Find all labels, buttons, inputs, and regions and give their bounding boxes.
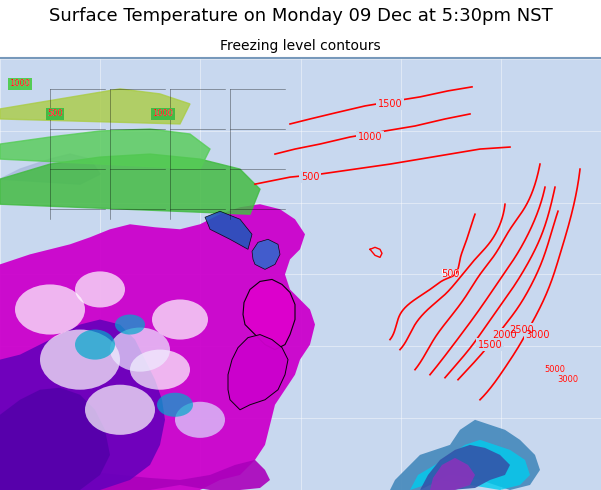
Ellipse shape bbox=[175, 402, 225, 438]
Text: 1000: 1000 bbox=[10, 79, 31, 88]
Polygon shape bbox=[0, 319, 165, 490]
Ellipse shape bbox=[157, 392, 193, 417]
Ellipse shape bbox=[75, 330, 115, 360]
Text: 1500: 1500 bbox=[478, 340, 502, 349]
Polygon shape bbox=[228, 335, 288, 410]
Polygon shape bbox=[390, 420, 540, 490]
Polygon shape bbox=[430, 458, 475, 490]
Polygon shape bbox=[420, 445, 510, 490]
Text: 1000: 1000 bbox=[10, 79, 31, 88]
Ellipse shape bbox=[152, 299, 208, 340]
Text: 1000: 1000 bbox=[358, 132, 382, 142]
Text: 500: 500 bbox=[47, 109, 63, 119]
Text: 500: 500 bbox=[300, 172, 319, 182]
Polygon shape bbox=[0, 388, 110, 490]
Ellipse shape bbox=[75, 271, 125, 308]
Text: 1000: 1000 bbox=[153, 109, 174, 119]
Polygon shape bbox=[0, 89, 190, 124]
Ellipse shape bbox=[110, 327, 170, 372]
Ellipse shape bbox=[85, 385, 155, 435]
Text: 500: 500 bbox=[300, 172, 319, 182]
Text: 2000: 2000 bbox=[493, 330, 517, 340]
Text: 2500: 2500 bbox=[510, 324, 534, 335]
Polygon shape bbox=[410, 440, 530, 490]
Polygon shape bbox=[0, 204, 315, 490]
Text: Freezing level contours: Freezing level contours bbox=[220, 39, 381, 53]
Text: 3000: 3000 bbox=[558, 375, 579, 384]
Ellipse shape bbox=[115, 315, 145, 335]
Ellipse shape bbox=[15, 284, 85, 335]
Ellipse shape bbox=[40, 330, 120, 390]
Text: 5000: 5000 bbox=[545, 365, 566, 374]
Text: 3000: 3000 bbox=[558, 375, 579, 384]
Ellipse shape bbox=[130, 349, 190, 390]
Text: 500: 500 bbox=[441, 270, 459, 279]
Text: 500: 500 bbox=[440, 270, 460, 279]
Polygon shape bbox=[0, 154, 260, 214]
Polygon shape bbox=[0, 460, 270, 490]
Text: 1500: 1500 bbox=[478, 340, 502, 349]
Text: 1500: 1500 bbox=[377, 99, 402, 109]
Polygon shape bbox=[252, 239, 280, 270]
Text: 1000: 1000 bbox=[153, 109, 174, 119]
Polygon shape bbox=[243, 279, 295, 349]
Text: Surface Temperature on Monday 09 Dec at 5:30pm NST: Surface Temperature on Monday 09 Dec at … bbox=[49, 7, 552, 25]
Text: 5000: 5000 bbox=[545, 365, 566, 374]
Text: 2500: 2500 bbox=[510, 324, 534, 335]
Polygon shape bbox=[0, 154, 100, 184]
Text: 3000: 3000 bbox=[526, 330, 551, 340]
Polygon shape bbox=[0, 59, 601, 490]
Text: 2000: 2000 bbox=[493, 330, 517, 340]
Text: 1500: 1500 bbox=[377, 99, 402, 109]
Text: 500: 500 bbox=[47, 109, 63, 119]
Polygon shape bbox=[205, 211, 252, 249]
Polygon shape bbox=[0, 129, 210, 169]
Text: 3000: 3000 bbox=[526, 330, 551, 340]
Text: 1000: 1000 bbox=[358, 132, 382, 142]
